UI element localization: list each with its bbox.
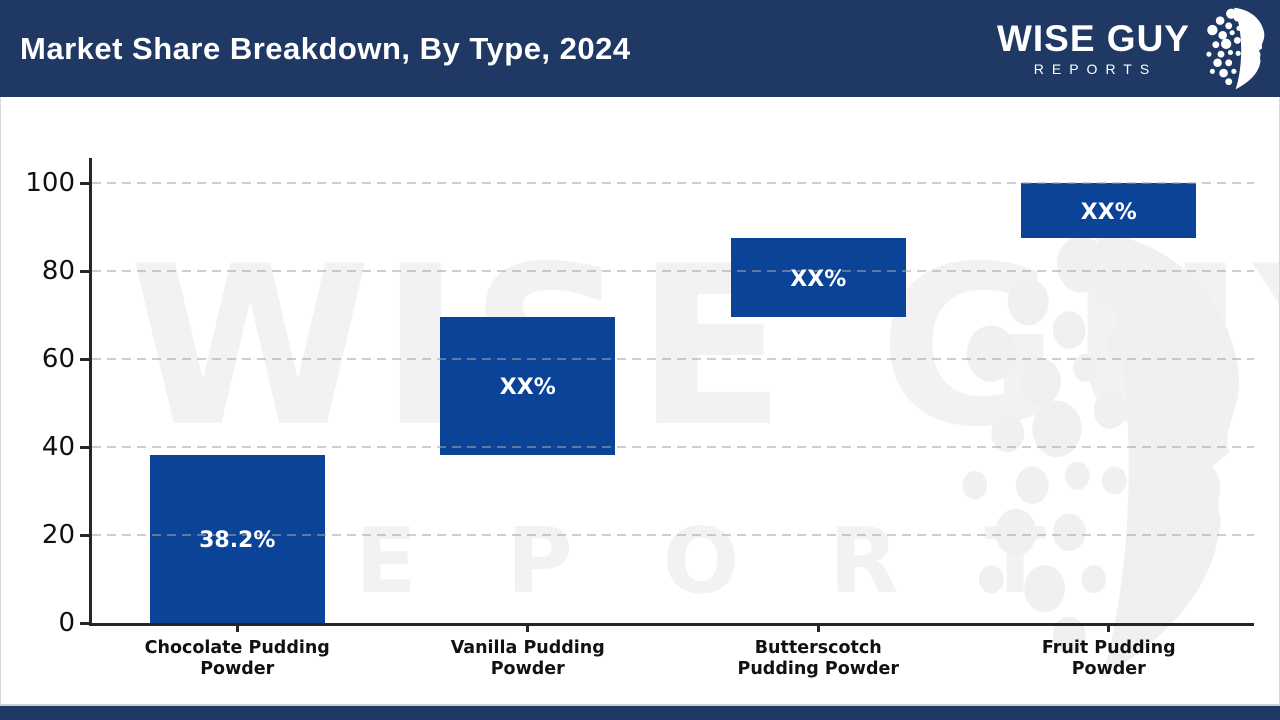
gridline-y-80 — [92, 270, 1254, 272]
y-tick-20 — [80, 533, 89, 537]
y-tick-label-40: 40 — [41, 432, 75, 462]
x-tick — [816, 623, 820, 632]
y-tick-40 — [80, 445, 89, 449]
x-category-label: Fruit Pudding Powder — [1041, 638, 1176, 679]
bar-segment — [1021, 183, 1197, 238]
x-category-label: Butterscotch Pudding Powder — [737, 638, 899, 679]
y-tick-label-60: 60 — [41, 344, 75, 374]
gridline-y-60 — [92, 358, 1254, 360]
face-profile-icon — [1206, 7, 1265, 89]
y-tick-label-0: 0 — [58, 608, 75, 638]
x-tick — [1107, 623, 1111, 632]
x-tick — [526, 623, 530, 632]
y-tick-100 — [80, 181, 89, 185]
gridline-y-20 — [92, 534, 1254, 536]
y-tick-label-20: 20 — [41, 520, 75, 550]
footer-bar — [0, 704, 1280, 720]
bar-value-label: XX% — [790, 266, 847, 292]
x-category-label: Chocolate Pudding Powder — [144, 638, 330, 679]
y-tick-label-80: 80 — [41, 256, 75, 286]
y-tick-80 — [80, 269, 89, 273]
y-tick-0 — [80, 621, 89, 625]
x-tick — [235, 623, 239, 632]
logo-subtitle: REPORTS — [1033, 61, 1158, 77]
watermark-face-icon — [962, 231, 1239, 678]
bar-segment — [440, 317, 616, 455]
gridline-y-40 — [92, 446, 1254, 448]
logo-text: WISE GUY REPORTS — [997, 20, 1190, 77]
bar-segment — [149, 454, 325, 623]
logo-name: WISE GUY — [996, 18, 1190, 59]
bar-value-label: XX% — [499, 375, 556, 401]
bar-value-label: XX% — [1080, 199, 1137, 225]
header-bar: Market Share Breakdown, By Type, 2024 WI… — [0, 0, 1280, 97]
page-title: Market Share Breakdown, By Type, 2024 — [20, 30, 631, 66]
wise-guy-logo: WISE GUY REPORTS — [997, 6, 1280, 92]
y-tick-label-100: 100 — [25, 168, 75, 198]
x-category-label: Vanilla Pudding Powder — [450, 638, 605, 679]
bar-segment — [730, 238, 906, 318]
chart-area: WISE GUY REPORTS 02040608010038.2%Chocol… — [0, 97, 1280, 704]
gridline-y-100 — [92, 182, 1254, 184]
plot-area: 0 20 40 60 80 100 38.2% Chocolate Pudding Powde… — [25, 158, 1254, 679]
bar-value-label: 38.2% — [199, 527, 276, 553]
y-tick-60 — [80, 357, 89, 361]
